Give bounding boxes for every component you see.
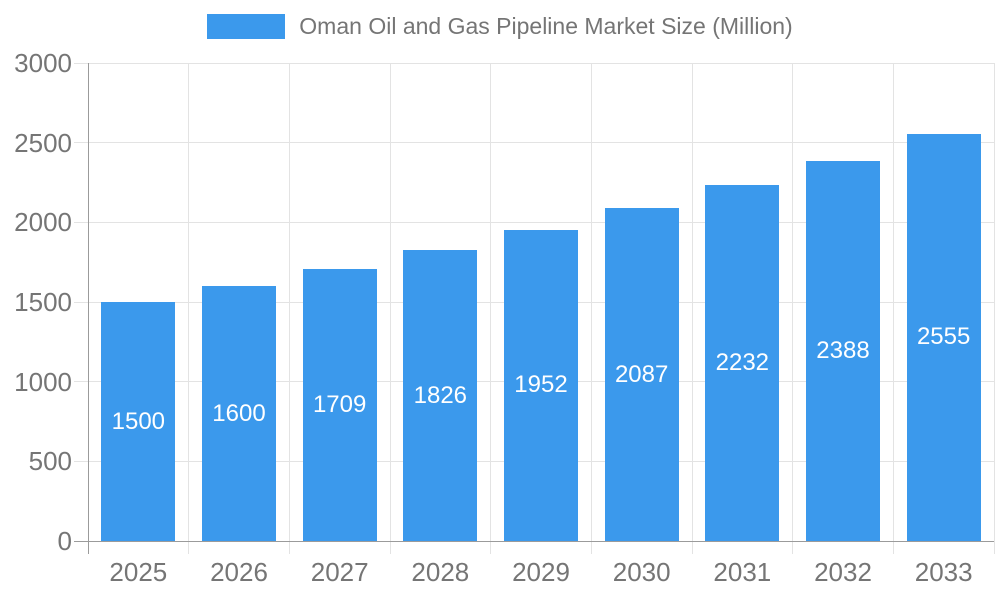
x-axis-tick [892, 541, 894, 554]
x-tick-label: 2033 [914, 557, 973, 587]
legend-swatch [207, 14, 286, 39]
x-tick-label: 2032 [814, 557, 872, 587]
x-gridline [490, 63, 492, 541]
x-gridline [389, 63, 391, 541]
x-gridline [590, 63, 592, 541]
bar-value-label: 1500 [111, 407, 166, 435]
bar-value-label: 2388 [816, 336, 870, 364]
x-axis-tick [389, 541, 391, 554]
y-axis-tick [74, 62, 88, 64]
x-tick-label: 2031 [713, 557, 772, 587]
legend-label: Oman Oil and Gas Pipeline Market Size (M… [299, 13, 793, 39]
bar[interactable]: 1952 [504, 229, 578, 541]
y-axis-tick [74, 460, 88, 462]
x-axis-tick [590, 541, 592, 554]
bar[interactable]: 2232 [705, 185, 780, 541]
x-tick-label: 2030 [612, 557, 671, 587]
x-gridline [188, 63, 190, 541]
bar[interactable]: 1709 [302, 268, 377, 541]
y-axis-tick [74, 381, 88, 383]
x-gridline [892, 63, 894, 541]
y-gridline [88, 142, 994, 144]
bar[interactable]: 2087 [604, 208, 679, 541]
x-axis-tick [490, 541, 492, 554]
x-tick-label: 2027 [310, 557, 369, 587]
y-gridline [88, 62, 994, 64]
y-tick-label: 1000 [14, 366, 72, 397]
y-gridline [88, 221, 994, 223]
y-tick-label: 1500 [14, 287, 72, 317]
bar-value-label: 1709 [312, 390, 367, 418]
x-tick-label: 2025 [109, 557, 168, 587]
y-tick-label: 500 [28, 446, 72, 477]
y-axis-tick [74, 142, 88, 144]
bar-value-label: 1826 [413, 381, 468, 409]
bar-value-label: 2232 [715, 349, 770, 377]
x-gridline [288, 63, 290, 541]
legend-item[interactable]: Oman Oil and Gas Pipeline Market Size (M… [0, 13, 1000, 40]
bar[interactable]: 1826 [403, 250, 478, 541]
y-tick-label: 2500 [14, 127, 72, 158]
x-axis-tick [87, 541, 89, 554]
bar-value-label: 1952 [514, 371, 568, 399]
bar[interactable]: 2555 [906, 133, 981, 541]
y-axis-tick [74, 221, 88, 223]
x-axis-tick [691, 541, 693, 554]
x-axis-tick [792, 541, 794, 554]
bar[interactable]: 1600 [202, 286, 276, 541]
bar[interactable]: 1500 [101, 302, 176, 541]
x-axis-line-overlay [88, 540, 994, 542]
x-gridline [792, 63, 794, 541]
x-tick-label: 2029 [512, 557, 570, 587]
x-gridline [993, 63, 995, 541]
x-axis-tick [188, 541, 190, 554]
y-axis-tick [74, 301, 88, 303]
bar-value-label: 1600 [212, 399, 266, 427]
y-tick-label: 3000 [14, 48, 72, 78]
y-axis-tick [74, 540, 88, 542]
x-axis-tick [993, 541, 995, 554]
bar-value-label: 2555 [916, 323, 971, 351]
y-axis-line [87, 63, 89, 541]
bar[interactable]: 2388 [806, 160, 880, 541]
x-tick-label: 2028 [411, 557, 470, 587]
y-tick-label: 2000 [14, 207, 72, 238]
x-axis-tick [288, 541, 290, 554]
bar-value-label: 2087 [614, 360, 669, 388]
x-tick-label: 2026 [210, 557, 268, 587]
x-gridline [691, 63, 693, 541]
y-tick-label: 0 [57, 526, 72, 556]
